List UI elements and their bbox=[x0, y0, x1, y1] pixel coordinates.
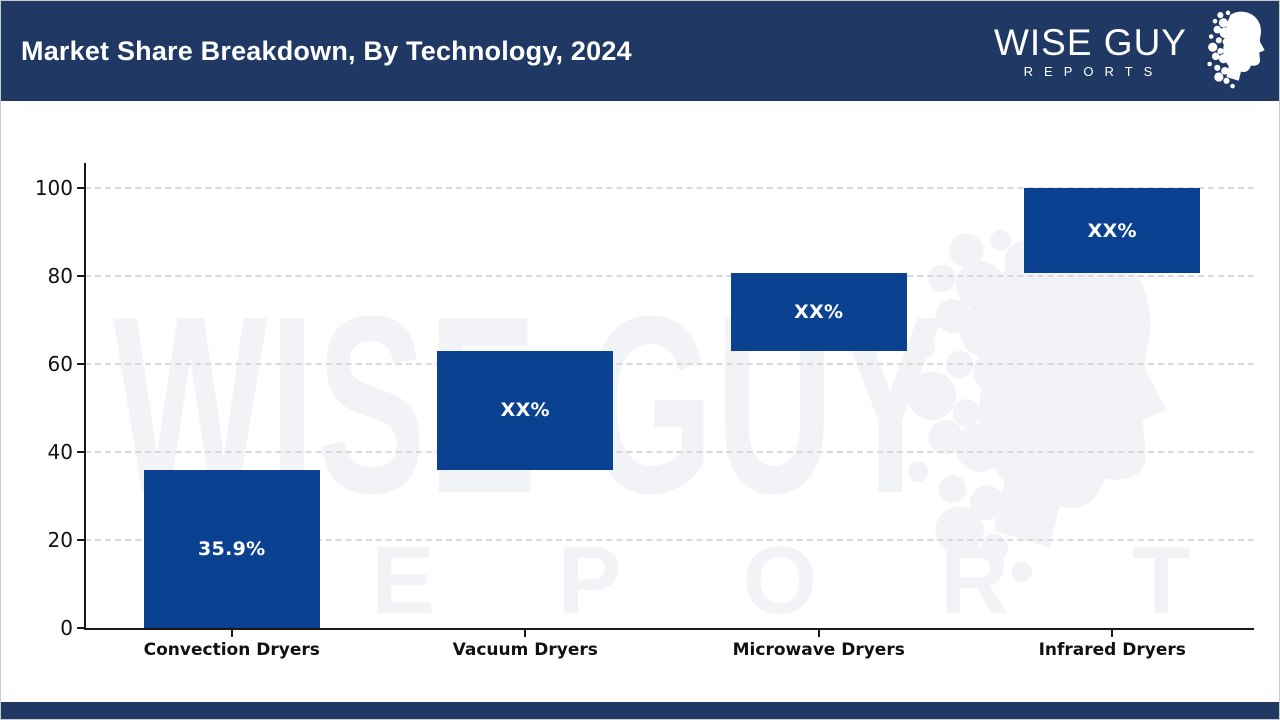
gridline-80 bbox=[85, 275, 1254, 277]
x-tick-label-microwave-dryers: Microwave Dryers bbox=[732, 640, 905, 660]
y-tickmark-0 bbox=[77, 627, 85, 629]
x-tickmark-convection-dryers bbox=[230, 630, 233, 637]
y-tickmark-80 bbox=[77, 275, 85, 277]
bar-vacuum-dryers: XX% bbox=[437, 350, 614, 471]
logo-wordmark: WISE GUY bbox=[993, 22, 1187, 63]
y-tick-label-80: 80 bbox=[47, 264, 73, 288]
watermark-subtitle: R E P O R T S bbox=[179, 527, 1279, 634]
y-tick-label-60: 60 bbox=[47, 352, 73, 376]
y-tickmark-40 bbox=[77, 451, 85, 453]
y-tick-label-0: 0 bbox=[60, 616, 73, 640]
gridline-40 bbox=[85, 451, 1254, 453]
page-title: Market Share Breakdown, By Technology, 2… bbox=[21, 35, 632, 66]
y-tick-label-100: 100 bbox=[34, 176, 73, 200]
gridline-100 bbox=[85, 187, 1254, 189]
bar-convection-dryers: 35.9% bbox=[143, 470, 320, 628]
y-tickmark-20 bbox=[77, 539, 85, 541]
x-tickmark-microwave-dryers bbox=[817, 630, 820, 637]
logo-text: WISE GUY REPORTS bbox=[994, 24, 1187, 78]
x-tick-label-vacuum-dryers: Vacuum Dryers bbox=[452, 640, 598, 660]
footer-bar bbox=[1, 702, 1279, 719]
y-tick-label-40: 40 bbox=[47, 440, 73, 464]
x-tickmark-infrared-dryers bbox=[1111, 630, 1114, 637]
y-axis bbox=[84, 163, 86, 630]
bar-value-label-infrared-dryers: XX% bbox=[1087, 219, 1137, 242]
gridline-20 bbox=[85, 539, 1254, 541]
bar-infrared-dryers: XX% bbox=[1024, 188, 1201, 274]
header-bar: Market Share Breakdown, By Technology, 2… bbox=[1, 1, 1279, 101]
x-tick-label-infrared-dryers: Infrared Dryers bbox=[1038, 640, 1186, 660]
logo-subtitle: REPORTS bbox=[1023, 64, 1164, 79]
logo-face-icon bbox=[1207, 10, 1265, 89]
bar-value-label-microwave-dryers: XX% bbox=[794, 301, 844, 324]
wise-guy-logo: WISE GUY REPORTS bbox=[994, 9, 1267, 93]
gridline-60 bbox=[85, 363, 1254, 365]
y-tick-label-20: 20 bbox=[47, 528, 73, 552]
x-tickmark-vacuum-dryers bbox=[524, 630, 527, 637]
x-axis bbox=[84, 628, 1254, 630]
bar-value-label-convection-dryers: 35.9% bbox=[198, 538, 266, 560]
x-tick-label-convection-dryers: Convection Dryers bbox=[143, 640, 320, 660]
bar-microwave-dryers: XX% bbox=[730, 273, 907, 351]
y-tickmark-60 bbox=[77, 363, 85, 365]
bar-value-label-vacuum-dryers: XX% bbox=[500, 399, 550, 422]
y-tickmark-100 bbox=[77, 187, 85, 189]
